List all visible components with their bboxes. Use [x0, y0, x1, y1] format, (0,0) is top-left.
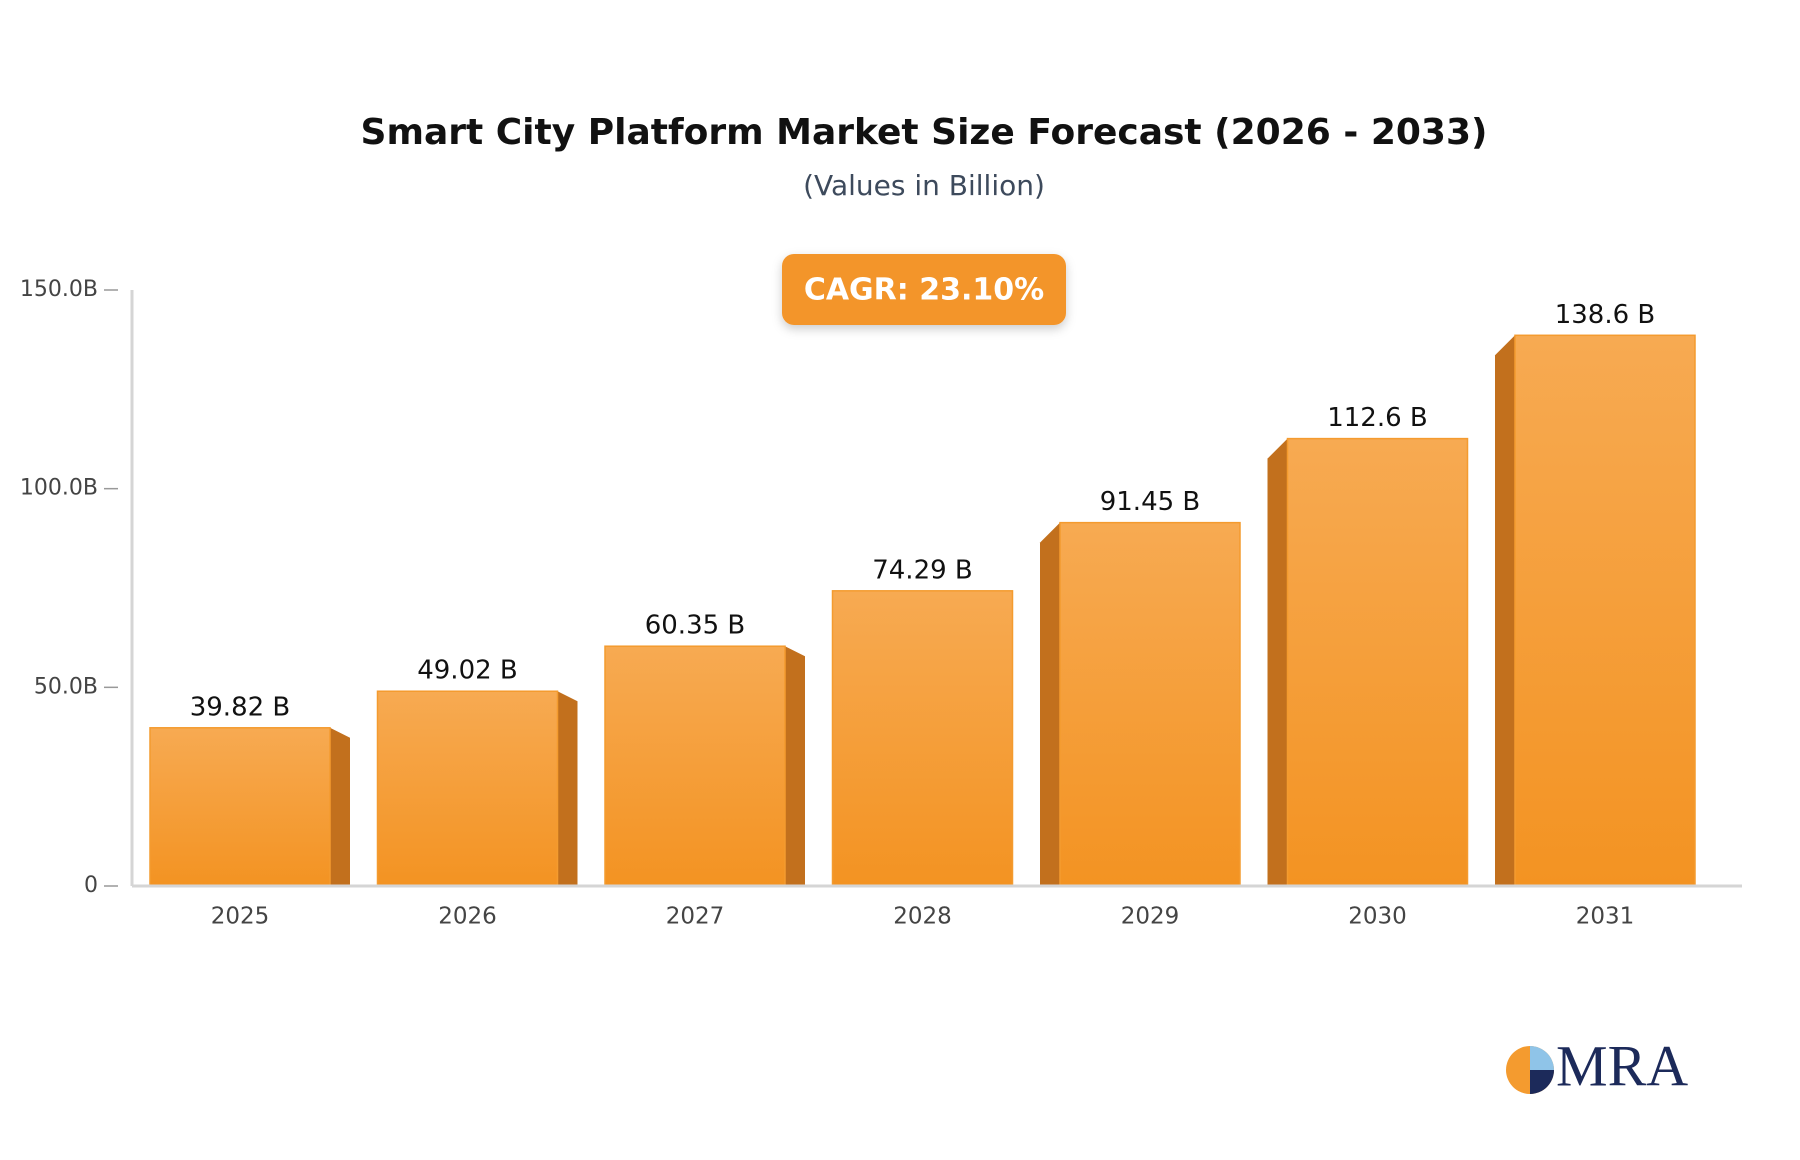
bar-side — [1267, 438, 1288, 886]
bar — [831, 590, 1014, 887]
bar-side — [785, 646, 805, 886]
bar-side — [1495, 335, 1515, 886]
x-tick-label: 2026 — [438, 904, 497, 930]
bar-side — [557, 691, 578, 886]
y-tick-label: 50.0B — [34, 674, 98, 699]
logo: MRA — [1506, 1033, 1688, 1098]
bar — [149, 727, 331, 887]
x-tick-label: 2025 — [211, 904, 270, 930]
cagr-badge: CAGR: 23.10% — [782, 254, 1066, 325]
value-label: 112.6 B — [1327, 403, 1428, 433]
x-tick-label: 2029 — [1121, 904, 1180, 930]
value-label: 74.29 B — [872, 555, 973, 585]
chart-subtitle: (Values in Billion) — [803, 169, 1045, 202]
x-tick-label: 2030 — [1348, 904, 1407, 930]
bar — [376, 690, 559, 887]
bar — [1286, 437, 1469, 887]
value-label: 138.6 B — [1555, 300, 1656, 330]
bar — [1514, 334, 1696, 887]
bar-side — [1040, 522, 1060, 886]
logo-text: MRA — [1556, 1033, 1688, 1098]
logo-slice — [1530, 1070, 1554, 1094]
bar-side — [330, 727, 350, 886]
badge-box — [782, 254, 1066, 325]
y-tick-label: 150.0B — [20, 277, 98, 302]
y-tick-label: 100.0B — [20, 476, 98, 501]
value-label: 49.02 B — [417, 656, 518, 686]
chart-title: Smart City Platform Market Size Forecast… — [361, 112, 1488, 153]
value-label: 39.82 B — [190, 692, 291, 722]
value-label: 60.35 B — [645, 611, 746, 641]
x-tick-label: 2028 — [893, 904, 952, 930]
value-label: 91.45 B — [1100, 487, 1201, 517]
logo-slice — [1530, 1046, 1554, 1070]
badge-text: CAGR: 23.10% — [804, 273, 1044, 308]
bar — [604, 645, 786, 887]
x-tick-label: 2031 — [1576, 904, 1635, 930]
x-tick-label: 2027 — [666, 904, 725, 930]
y-tick-label: 0 — [84, 873, 98, 898]
bar — [1059, 521, 1241, 887]
